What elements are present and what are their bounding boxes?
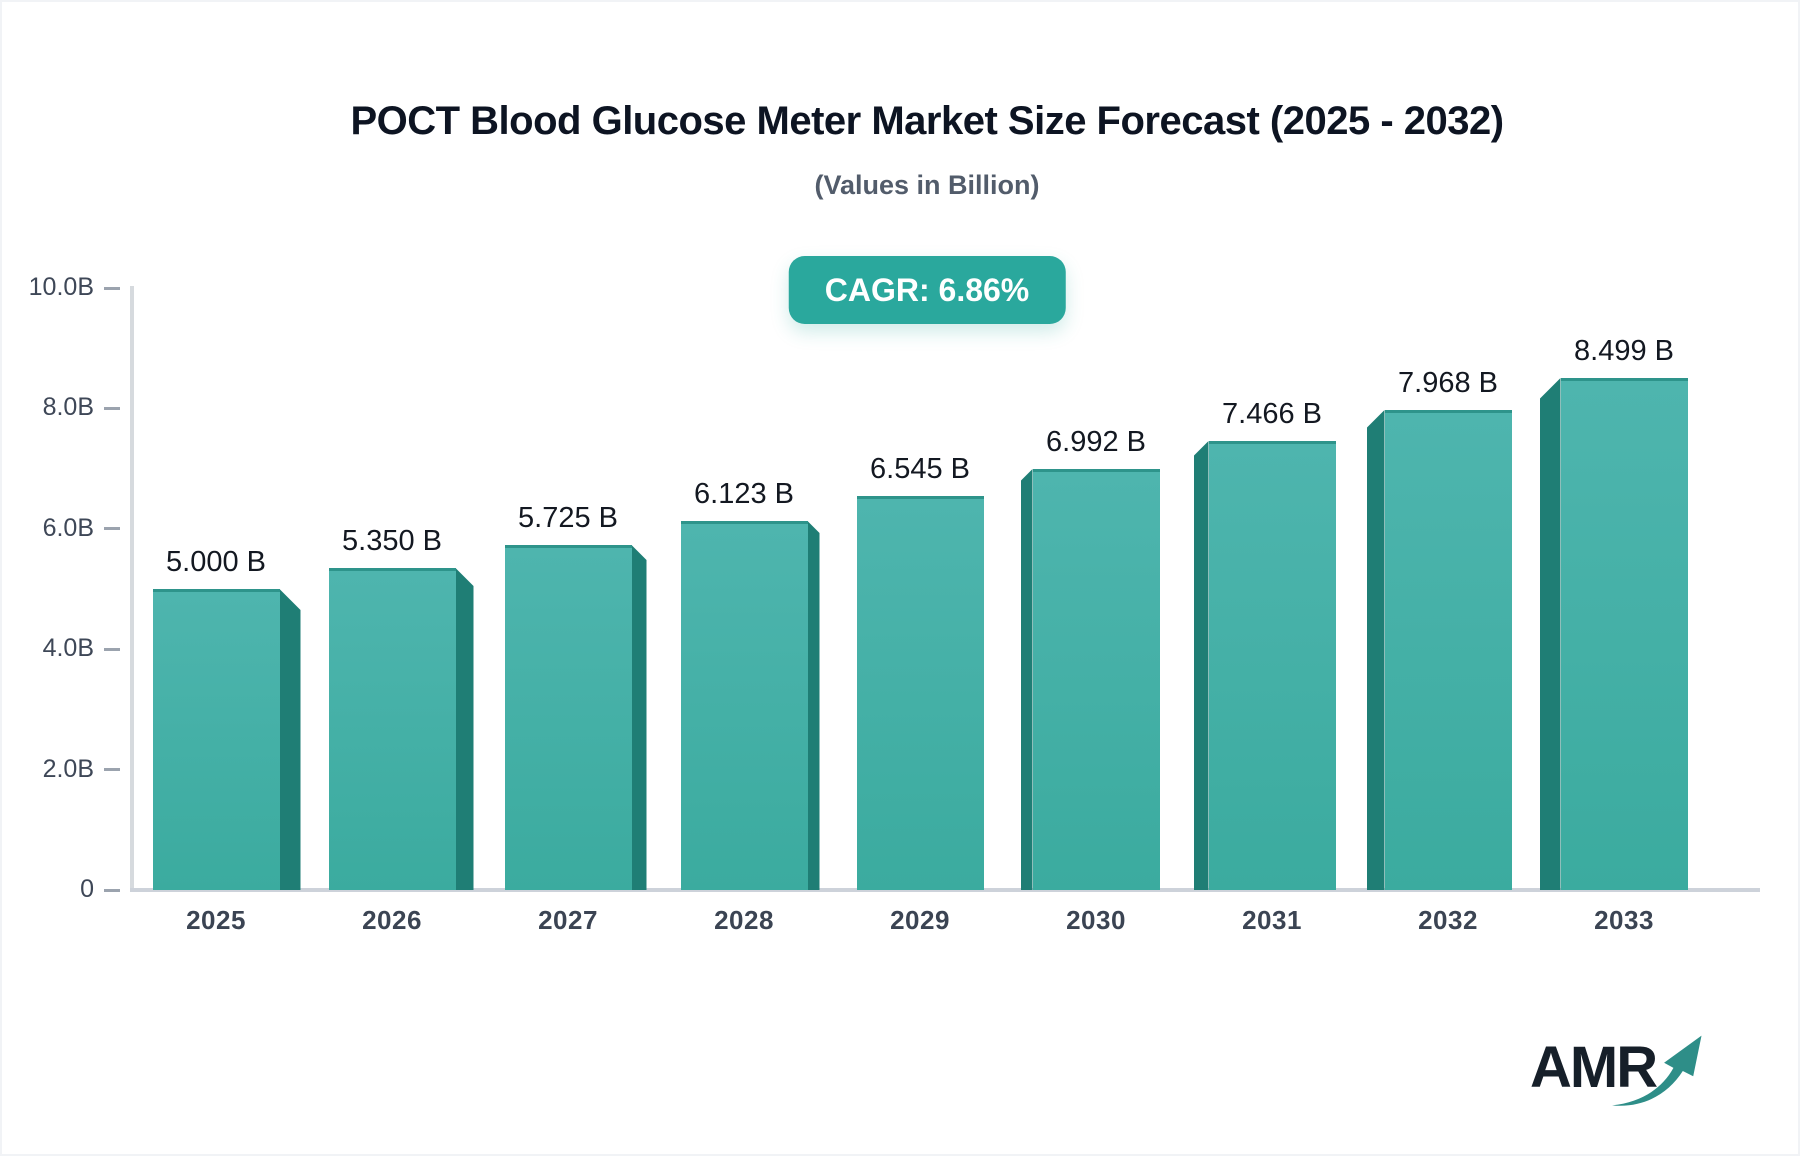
y-axis-tick xyxy=(104,286,120,290)
bar-side-shading xyxy=(455,568,474,890)
y-axis-line xyxy=(130,286,134,892)
bar-value-label: 7.466 B xyxy=(1222,398,1322,430)
bar-value-label: 5.725 B xyxy=(518,502,618,534)
bar-face xyxy=(152,589,280,890)
bar-face xyxy=(504,545,632,890)
amr-logo: AMR xyxy=(1530,1028,1720,1118)
bar-2026: 5.350 B xyxy=(328,525,474,890)
bar-2027: 5.725 B xyxy=(504,502,647,890)
bar-value-label: 5.350 B xyxy=(342,525,442,557)
y-axis-tick xyxy=(104,406,120,410)
y-axis-tick-label: 4.0B xyxy=(42,634,94,663)
bar-2029: 6.545 B xyxy=(856,453,984,890)
bar-face xyxy=(1384,410,1512,890)
y-axis-tick-label: 8.0B xyxy=(42,393,94,422)
x-axis-label: 2032 xyxy=(1418,905,1478,935)
x-axis-baseline xyxy=(130,888,1760,892)
bar-side-shading xyxy=(1366,410,1385,890)
x-axis-label: 2028 xyxy=(714,905,774,935)
bar-face xyxy=(1208,441,1336,890)
y-axis-tick-label: 0 xyxy=(80,875,94,903)
bar-value-label: 6.545 B xyxy=(870,453,970,485)
bar-side-shading xyxy=(1020,469,1033,890)
x-axis-label: 2030 xyxy=(1066,905,1126,935)
bar-side-shading xyxy=(631,545,647,890)
bar-side-shading xyxy=(1539,378,1561,890)
bar-2025: 5.000 B xyxy=(152,546,301,890)
bar-2032: 7.968 B xyxy=(1366,367,1512,890)
y-axis-tick xyxy=(104,647,120,651)
x-axis-label: 2029 xyxy=(890,905,950,935)
bar-side-shading xyxy=(807,521,820,890)
bar-2033: 8.499 B xyxy=(1539,335,1688,890)
bar-2030: 6.992 B xyxy=(1020,426,1160,890)
y-axis-tick-label: 6.0B xyxy=(42,513,94,542)
bar-value-label: 8.499 B xyxy=(1574,335,1674,367)
amr-logo-text: AMR xyxy=(1530,1035,1658,1100)
x-axis-label: 2027 xyxy=(538,905,598,935)
x-axis-label: 2031 xyxy=(1242,905,1302,935)
chart-title: POCT Blood Glucose Meter Market Size For… xyxy=(350,99,1504,143)
bar-value-label: 5.000 B xyxy=(166,546,266,578)
bar-face xyxy=(856,496,984,890)
cagr-badge: CAGR: 6.86% xyxy=(788,256,1066,324)
bar-face xyxy=(680,521,808,890)
y-axis-tick xyxy=(104,888,120,892)
bar-face xyxy=(1032,469,1160,890)
bar-side-shading xyxy=(1193,441,1209,890)
bar-2031: 7.466 B xyxy=(1193,398,1336,890)
bar-face xyxy=(328,568,456,890)
growth-arrow-icon xyxy=(1612,1035,1702,1106)
y-axis-tick-label: 10.0B xyxy=(28,273,94,301)
x-axis-label: 2033 xyxy=(1594,905,1654,935)
x-axis-label: 2025 xyxy=(186,905,246,935)
y-axis-tick xyxy=(104,768,120,772)
x-axis-label: 2026 xyxy=(362,905,422,935)
y-axis-tick xyxy=(104,527,120,531)
bar-value-label: 6.123 B xyxy=(694,478,794,510)
bar-side-shading xyxy=(279,589,301,890)
bar-value-label: 6.992 B xyxy=(1046,426,1146,458)
bar-value-label: 7.968 B xyxy=(1398,367,1498,399)
bar-face xyxy=(1560,378,1688,890)
bar-2028: 6.123 B xyxy=(680,478,820,890)
y-axis-tick-label: 2.0B xyxy=(42,754,94,783)
chart-subtitle: (Values in Billion) xyxy=(814,170,1040,200)
